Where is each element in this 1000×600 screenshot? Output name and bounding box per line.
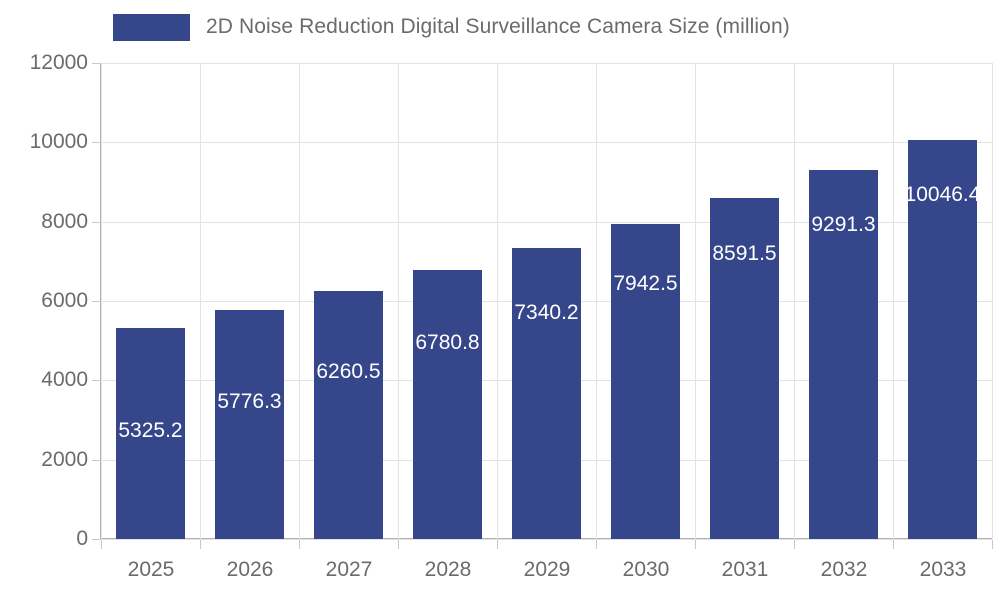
- y-axis-tick-label: 6000: [41, 289, 88, 312]
- bar[interactable]: [809, 170, 878, 539]
- gridline-horizontal: [101, 221, 992, 223]
- bar[interactable]: [512, 248, 581, 539]
- gridline-vertical: [893, 63, 894, 539]
- y-axis-tick-label: 0: [76, 527, 88, 550]
- x-axis-tick-label: 2029: [523, 558, 571, 581]
- legend-color-swatch: [113, 13, 190, 41]
- y-axis-tick-mark: [92, 142, 101, 144]
- x-axis-tick-label: 2031: [721, 558, 769, 581]
- y-axis-tick-mark: [92, 63, 101, 64]
- x-axis-tick-mark: [893, 540, 894, 549]
- x-axis-tick-mark: [596, 540, 597, 549]
- gridline-vertical: [794, 63, 795, 539]
- gridline-horizontal: [101, 142, 992, 144]
- x-axis-tick-label: 2033: [919, 558, 967, 581]
- y-axis-tick-label: 4000: [41, 368, 88, 392]
- y-axis-tick-mark: [92, 539, 101, 540]
- gridline-vertical: [695, 63, 696, 539]
- x-axis-tick-mark: [398, 540, 399, 549]
- x-axis-tick-mark: [299, 540, 300, 549]
- gridline-vertical: [101, 63, 102, 539]
- bar[interactable]: [314, 291, 383, 539]
- bar[interactable]: [710, 198, 779, 539]
- bar[interactable]: [908, 140, 977, 539]
- y-axis-tick-label: 2000: [41, 447, 88, 471]
- x-axis-tick-label: 2030: [622, 558, 670, 581]
- gridline-vertical: [497, 63, 498, 539]
- y-axis-tick-mark: [92, 221, 101, 223]
- y-axis-tick-mark: [92, 301, 101, 302]
- bar[interactable]: [611, 224, 680, 539]
- y-axis-tick-mark: [92, 459, 101, 461]
- legend-series-label: 2D Noise Reduction Digital Surveillance …: [206, 15, 790, 38]
- y-axis-tick-mark: [92, 380, 101, 382]
- x-axis-tick-mark: [695, 540, 696, 549]
- gridline-vertical: [992, 63, 993, 539]
- chart-legend: 2D Noise Reduction Digital Surveillance …: [113, 12, 790, 42]
- x-axis-tick-mark: [200, 540, 201, 549]
- y-axis-tick-label: 10000: [29, 130, 88, 154]
- x-axis-tick-label: 2026: [226, 558, 274, 581]
- gridline-horizontal: [101, 539, 992, 540]
- bar[interactable]: [116, 328, 185, 539]
- gridline-vertical: [299, 63, 300, 539]
- plot-area: [101, 63, 993, 539]
- x-axis-tick-mark: [992, 540, 993, 549]
- x-axis-tick-label: 2032: [820, 558, 868, 581]
- x-axis-tick-mark: [794, 540, 795, 549]
- y-axis-tick-label: 12000: [29, 51, 88, 74]
- bar[interactable]: [215, 310, 284, 539]
- gridline-vertical: [398, 63, 399, 539]
- bar[interactable]: [413, 270, 482, 539]
- gridline-vertical: [200, 63, 201, 539]
- x-axis-tick-label: 2027: [325, 558, 373, 581]
- gridline-vertical: [596, 63, 597, 539]
- x-axis-tick-label: 2028: [424, 558, 472, 581]
- gridline-horizontal: [101, 63, 992, 64]
- x-axis-tick-mark: [101, 540, 102, 549]
- x-axis-tick-mark: [497, 540, 498, 549]
- y-axis-tick-label: 8000: [41, 209, 88, 233]
- x-axis-tick-label: 2025: [127, 558, 175, 581]
